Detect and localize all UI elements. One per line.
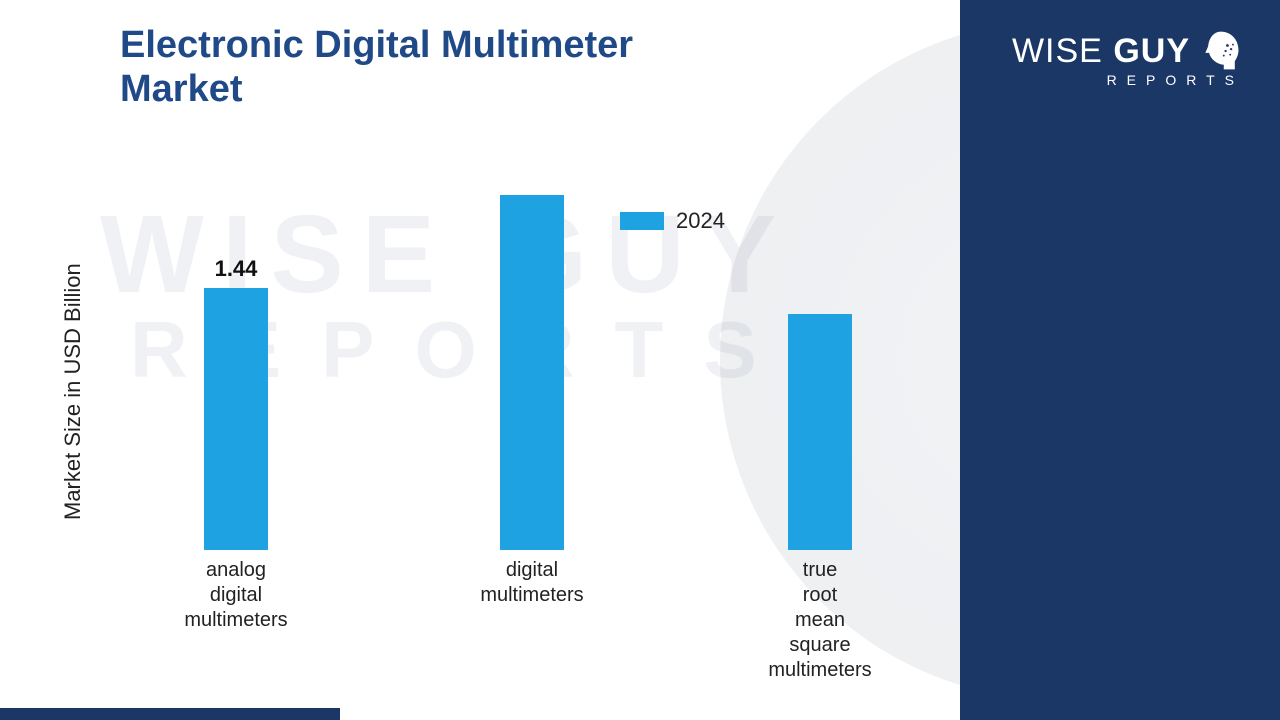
- bar: [788, 314, 852, 550]
- category-label: digitalmultimeters: [452, 558, 612, 608]
- brand-logo-sub: REPORTS: [1012, 72, 1244, 88]
- category-label: truerootmeansquaremultimeters: [740, 558, 900, 683]
- chart-title: Electronic Digital Multimeter Market: [120, 24, 740, 111]
- right-brand-panel: [960, 0, 1280, 720]
- chart-plot-area: analogdigitalmultimeters1.44digitalmulti…: [140, 150, 940, 550]
- bar: [500, 195, 564, 550]
- category-label: analogdigitalmultimeters: [156, 558, 316, 633]
- brand-word-2: GUY: [1113, 32, 1190, 70]
- chart-canvas: WISE GUY REPORTS Electronic Digital Mult…: [0, 0, 1280, 720]
- brand-logo: WISE GUY REPORTS: [1012, 28, 1244, 88]
- bar-value-label: 1.44: [186, 256, 286, 282]
- decorative-bottom-bar: [0, 708, 340, 720]
- brand-logo-main: WISE GUY: [1012, 28, 1244, 74]
- brand-word-1: WISE: [1012, 32, 1103, 70]
- y-axis-label: Market Size in USD Billion: [60, 263, 86, 520]
- head-profile-icon: [1198, 28, 1244, 74]
- bar: [204, 288, 268, 550]
